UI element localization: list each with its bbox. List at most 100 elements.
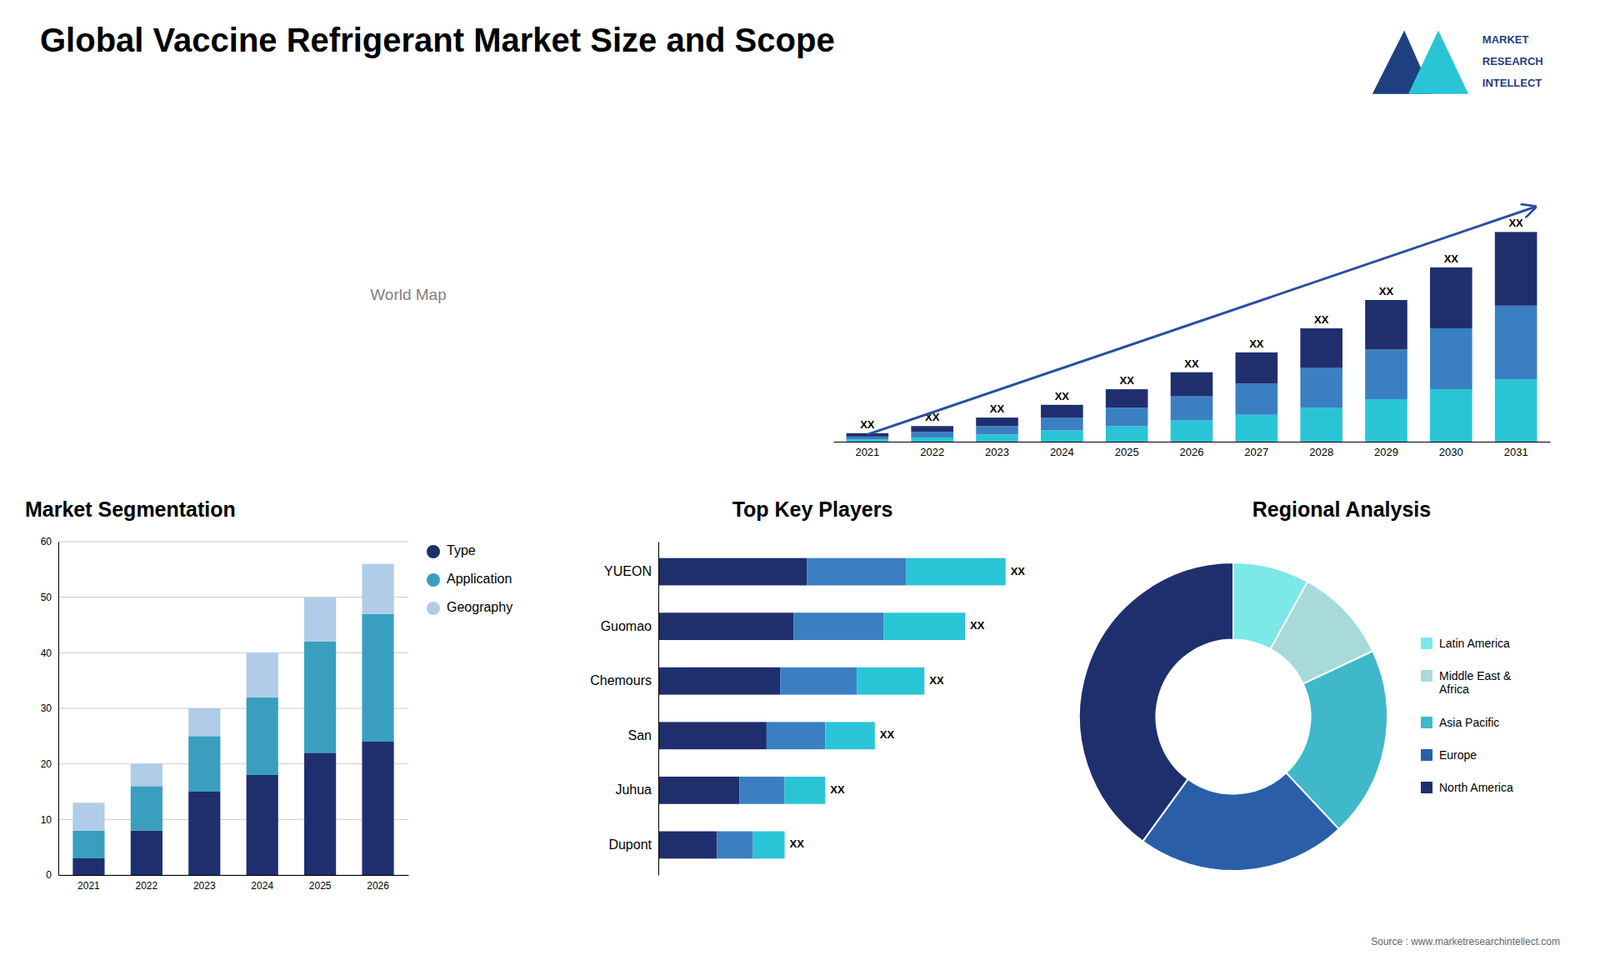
- bar: [910, 425, 954, 432]
- tick-label: 2026: [366, 880, 390, 892]
- tick: 10: [40, 814, 59, 826]
- bar: [658, 831, 717, 860]
- bar: [910, 431, 954, 438]
- tick: Dupont: [608, 837, 659, 852]
- bar: [1040, 417, 1084, 430]
- bar: [1300, 368, 1343, 409]
- legend-item: Geography: [426, 600, 513, 615]
- tick: 2030: [1439, 441, 1464, 459]
- bar: [658, 558, 808, 586]
- tick: 50: [40, 591, 59, 604]
- bar: [1495, 305, 1538, 380]
- slices: [1079, 562, 1388, 871]
- bar: [72, 858, 105, 875]
- legend: Type Application Geography: [426, 543, 513, 615]
- tick-label: 20: [40, 758, 53, 770]
- bar: [753, 831, 785, 860]
- bar: [72, 830, 105, 859]
- tick-label: 2021: [77, 880, 100, 892]
- tick: 2027: [1244, 441, 1269, 459]
- tick: YUEON: [604, 564, 659, 579]
- bar: [716, 831, 753, 860]
- logo-text: RESEARCH: [1482, 55, 1544, 68]
- logo-triangle: [1408, 30, 1469, 95]
- legend-label: Application: [446, 571, 512, 586]
- legend-swatch: [1420, 637, 1433, 650]
- legend-item: Middle East &Africa: [1420, 669, 1512, 696]
- legend-label: North America: [1439, 780, 1514, 795]
- bar: [1105, 389, 1149, 408]
- bar: [1365, 300, 1408, 350]
- tick-label: 2023: [193, 880, 216, 892]
- bar: [975, 425, 1019, 435]
- logo-text: MARKET: [1482, 33, 1530, 46]
- bar: [1235, 383, 1279, 415]
- x-axis: 2021202220232024202520262027202820292030…: [834, 441, 1551, 459]
- bar: [780, 667, 857, 695]
- tick-label: 2022: [135, 880, 159, 892]
- legend-label: Asia Pacific: [1439, 715, 1500, 730]
- tick: 2024: [1050, 441, 1075, 459]
- axis-line: [834, 441, 1551, 443]
- tick-label: 30: [40, 702, 53, 715]
- tick-label: 40: [40, 647, 53, 660]
- legend-label: Middle East &Africa: [1439, 669, 1512, 696]
- bars: [658, 558, 1006, 860]
- tick-label: 2026: [1180, 445, 1205, 459]
- bar: [246, 775, 279, 875]
- grid-line: [58, 763, 409, 765]
- legend-swatch: [1420, 781, 1433, 794]
- trend-arrow: [867, 206, 1536, 435]
- bar: [246, 652, 279, 697]
- bar: [130, 830, 163, 875]
- logo: MARKETRESEARCHINTELLECT: [1372, 30, 1544, 95]
- bar: [246, 697, 279, 775]
- bar-annotation: XX: [1184, 357, 1200, 370]
- bar: [188, 735, 220, 792]
- bar-annotation: XX: [1249, 337, 1265, 350]
- grid-line: [58, 875, 409, 876]
- page: Global Vaccine Refrigerant Market Size a…: [0, 0, 1600, 955]
- tick-label: 60: [40, 535, 53, 548]
- bar: [793, 612, 884, 640]
- grid-line: [58, 596, 409, 598]
- bar-annotation: XX: [929, 674, 945, 687]
- regional-donut: Regional AnalysisLatin AmericaMiddle Eas…: [1079, 497, 1514, 871]
- legend-label: Type: [446, 543, 476, 558]
- bar: [807, 558, 907, 586]
- tick: 2028: [1309, 441, 1334, 459]
- bar: [361, 614, 394, 742]
- bar: [785, 776, 826, 805]
- chart-title: Top Key Players: [732, 497, 894, 521]
- bar: [1040, 430, 1084, 442]
- map-placeholder: World Map: [370, 285, 447, 304]
- tick: 2022: [920, 441, 945, 459]
- bar: [304, 752, 336, 875]
- tick-label: 2025: [309, 880, 332, 892]
- legend-item: Europe: [1420, 748, 1477, 762]
- tick-label: 2028: [1309, 445, 1334, 459]
- bar: [766, 721, 825, 750]
- tick-label: 2024: [1050, 445, 1075, 459]
- legend-swatch: [1420, 670, 1433, 682]
- bar: [188, 708, 220, 736]
- tick: 2025: [309, 875, 332, 892]
- tick: 2023: [193, 875, 216, 892]
- bar: [1105, 407, 1149, 426]
- x-axis: 202120222023202420252026: [59, 875, 410, 892]
- bar: [975, 434, 1019, 442]
- bar-annotation: XX: [970, 619, 985, 632]
- tick-label: YUEON: [604, 564, 652, 579]
- legend-swatch: [1420, 749, 1433, 761]
- tick: San: [628, 728, 659, 743]
- bar-annotation: XX: [1444, 252, 1460, 265]
- bar: [910, 437, 954, 442]
- bar-annotation: XX: [830, 783, 845, 796]
- bar: [884, 612, 965, 640]
- bar: [361, 741, 394, 875]
- grid-line: [58, 819, 409, 820]
- legend-item: Type: [426, 543, 476, 559]
- bar: [1235, 352, 1279, 384]
- bar-annotation: XX: [790, 837, 805, 850]
- legend-swatch: [426, 545, 440, 559]
